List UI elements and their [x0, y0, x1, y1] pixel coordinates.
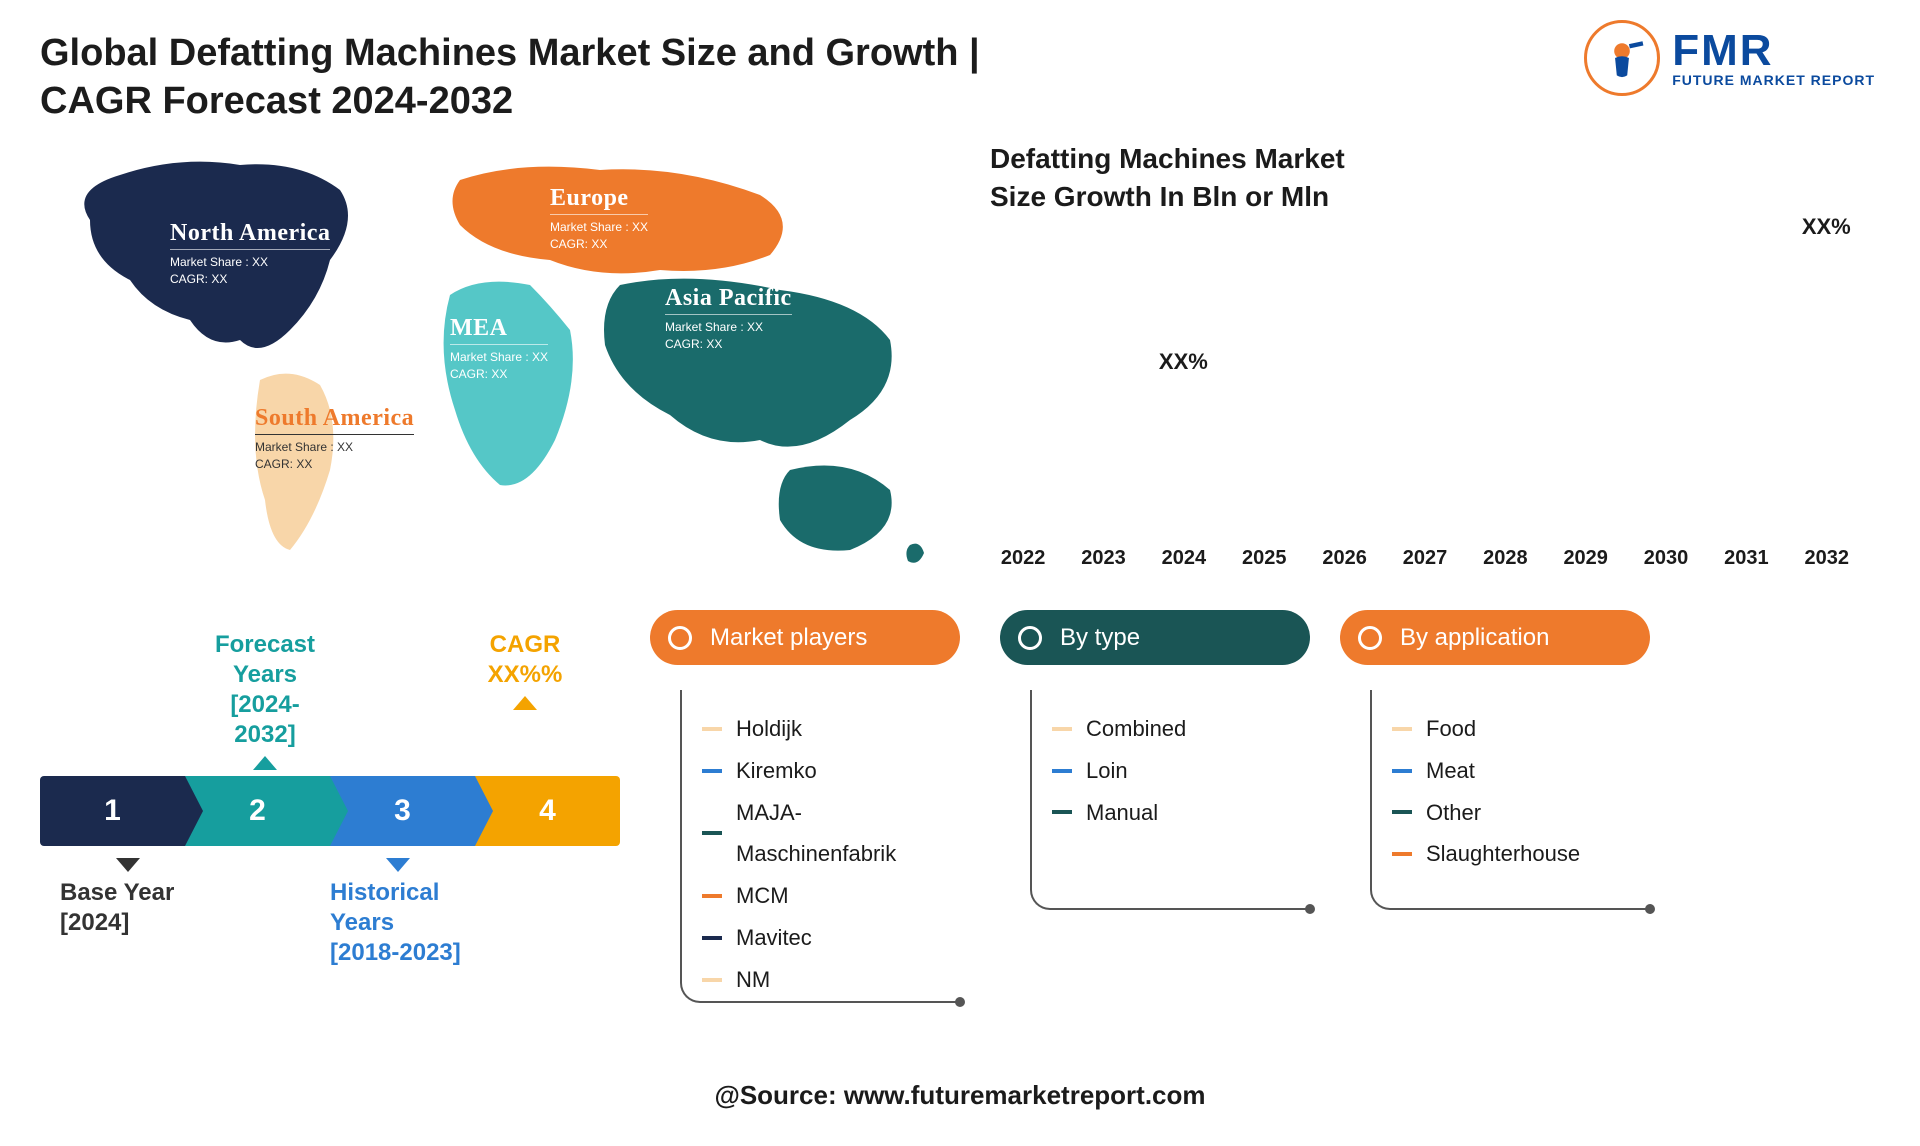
app-list: FoodMeatOtherSlaughterhouse	[1370, 690, 1650, 910]
segment-market-players: Market players HoldijkKiremkoMAJA-Maschi…	[650, 610, 960, 1003]
list-item-label: Meat	[1426, 750, 1475, 792]
pill-by-type: By type	[1000, 610, 1310, 665]
region-sa: South America Market Share : XXCAGR: XX	[255, 405, 414, 473]
x-label-2028: 2028	[1472, 547, 1538, 570]
world-map: North America Market Share : XXCAGR: XX …	[60, 150, 930, 570]
x-label-2031: 2031	[1713, 547, 1779, 570]
type-list: CombinedLoinManual	[1030, 690, 1310, 910]
pill-by-application: By application	[1340, 610, 1650, 665]
list-item-label: Mavitec	[736, 917, 812, 959]
chart-x-axis: 2022 2023 2024 2025 2026 2027 2028 2029 2030 2031…	[990, 547, 1860, 570]
timeline-bar: 1 2 3 4	[40, 776, 620, 846]
list-item-label: MCM	[736, 875, 789, 917]
list-item: Mavitec	[702, 917, 960, 959]
bullet-icon	[1392, 727, 1412, 731]
growth-bar-chart: Defatting Machines Market Size Growth In…	[990, 140, 1860, 570]
x-label-2030: 2030	[1633, 547, 1699, 570]
page-title: Global Defatting Machines Market Size an…	[40, 30, 1070, 125]
region-ap: Asia Pacific Market Share : XXCAGR: XX	[665, 285, 792, 353]
chart-title: Defatting Machines Market Size Growth In…	[990, 140, 1390, 216]
bullet-icon	[702, 769, 722, 773]
logo-icon	[1584, 20, 1660, 96]
bullet-icon	[702, 831, 722, 835]
timeline-step-1: 1	[40, 776, 185, 846]
x-label-2027: 2027	[1392, 547, 1458, 570]
region-mea: MEA Market Share : XXCAGR: XX	[450, 315, 548, 383]
bullet-icon	[702, 978, 722, 982]
x-label-2024: 2024	[1151, 547, 1217, 570]
segment-by-application: By application FoodMeatOtherSlaughterhou…	[1340, 610, 1650, 910]
list-item-label: Loin	[1086, 750, 1128, 792]
players-list: HoldijkKiremkoMAJA-MaschinenfabrikMCMMav…	[680, 690, 960, 1003]
list-item: Manual	[1052, 792, 1310, 834]
x-label-2025: 2025	[1231, 547, 1297, 570]
list-item-label: NM	[736, 959, 770, 1001]
list-item: MCM	[702, 875, 960, 917]
timeline: Forecast Years [2024-2032] CAGR XX%% 1 2…	[40, 630, 620, 968]
list-item-label: Holdijk	[736, 708, 802, 750]
region-na: North America Market Share : XXCAGR: XX	[170, 220, 330, 288]
bullet-icon	[702, 727, 722, 731]
bullet-icon	[1392, 769, 1412, 773]
region-eu: Europe Market Share : XXCAGR: XX	[550, 185, 648, 253]
list-item-label: Combined	[1086, 708, 1186, 750]
list-item: Food	[1392, 708, 1650, 750]
list-item-label: Other	[1426, 792, 1481, 834]
x-label-2022: 2022	[990, 547, 1056, 570]
bullet-icon	[702, 894, 722, 898]
bullet-icon	[1052, 810, 1072, 814]
bullet-icon	[702, 936, 722, 940]
logo-text-big: FMR	[1672, 29, 1875, 73]
list-item: Kiremko	[702, 750, 960, 792]
bullet-icon	[1392, 810, 1412, 814]
timeline-step-3: 3	[330, 776, 475, 846]
list-item: Holdijk	[702, 708, 960, 750]
list-item: Combined	[1052, 708, 1310, 750]
pill-market-players: Market players	[650, 610, 960, 665]
list-item-label: Food	[1426, 708, 1476, 750]
list-item: NM	[702, 959, 960, 1001]
timeline-step-2: 2	[185, 776, 330, 846]
list-item: Meat	[1392, 750, 1650, 792]
timeline-step-4: 4	[475, 776, 620, 846]
pct-label-2032: XX%	[1802, 214, 1851, 240]
list-item-label: Kiremko	[736, 750, 817, 792]
list-item-label: Slaughterhouse	[1426, 833, 1580, 875]
list-item: Loin	[1052, 750, 1310, 792]
list-item: MAJA-Maschinenfabrik	[702, 792, 960, 876]
bullet-icon	[1052, 769, 1072, 773]
x-label-2026: 2026	[1311, 547, 1377, 570]
fmr-logo: FMR FUTURE MARKET REPORT	[1584, 20, 1875, 96]
segment-by-type: By type CombinedLoinManual	[1000, 610, 1310, 910]
logo-text-small: FUTURE MARKET REPORT	[1672, 73, 1875, 87]
x-label-2023: 2023	[1070, 547, 1136, 570]
x-label-2032: 2032	[1794, 547, 1860, 570]
x-label-2029: 2029	[1553, 547, 1619, 570]
chart-bars	[990, 210, 1860, 530]
list-item: Other	[1392, 792, 1650, 834]
bullet-icon	[1052, 727, 1072, 731]
list-item: Slaughterhouse	[1392, 833, 1650, 875]
list-item-label: MAJA-Maschinenfabrik	[736, 792, 960, 876]
pct-label-2024: XX%	[1159, 349, 1208, 375]
source-attribution: @Source: www.futuremarketreport.com	[0, 1080, 1920, 1111]
list-item-label: Manual	[1086, 792, 1158, 834]
bullet-icon	[1392, 852, 1412, 856]
